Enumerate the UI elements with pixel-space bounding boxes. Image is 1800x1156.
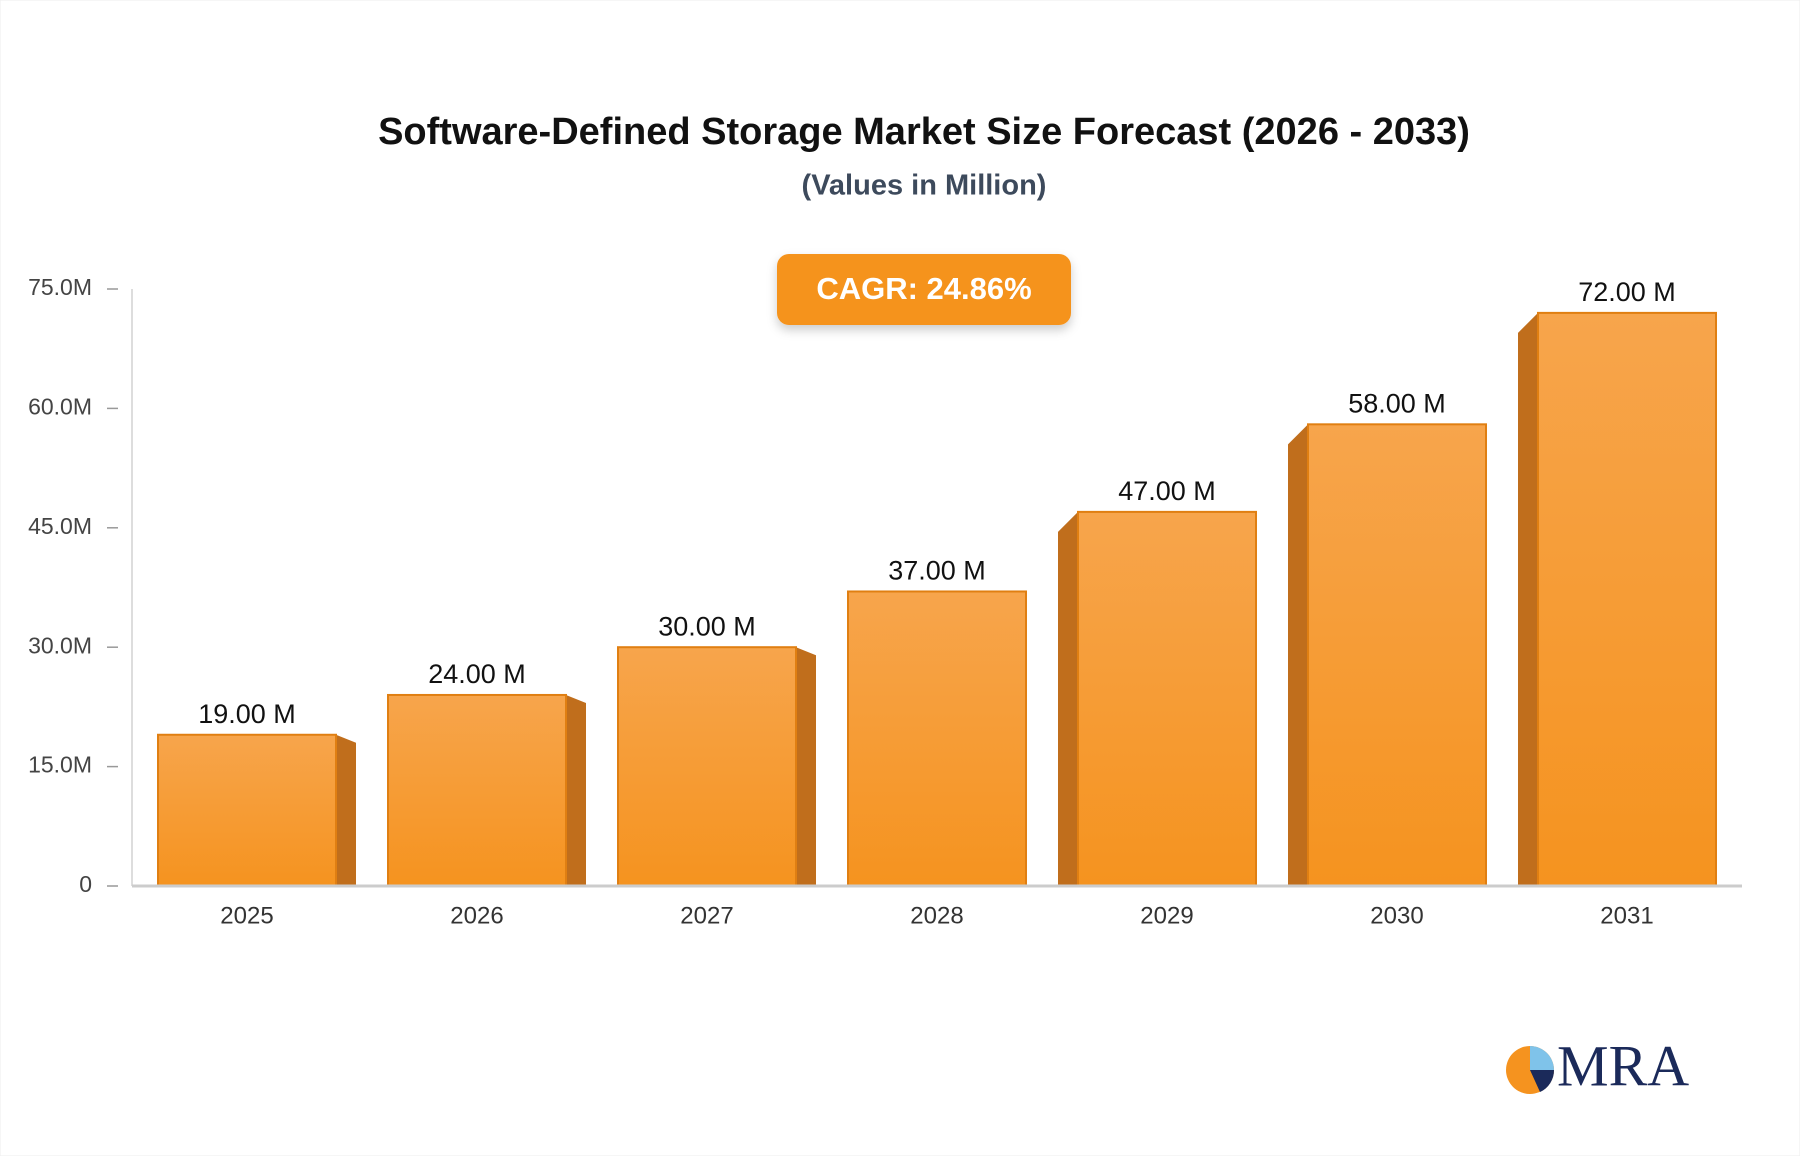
- bar: [847, 590, 1027, 887]
- x-tick-label: 2028: [910, 902, 963, 929]
- y-tick-label: 45.0M: [28, 513, 92, 539]
- value-label: 19.00 M: [198, 699, 296, 729]
- y-tick-label: 75.0M: [28, 274, 92, 300]
- y-tick-label: 0: [79, 871, 92, 897]
- x-tick-label: 2029: [1140, 902, 1193, 929]
- bar: [1307, 423, 1487, 887]
- value-label: 37.00 M: [888, 556, 986, 586]
- chart-title: Software-Defined Storage Market Size For…: [378, 111, 1470, 153]
- y-tick-label: 60.0M: [28, 393, 92, 419]
- bar-side: [1288, 424, 1308, 886]
- value-label: 30.00 M: [658, 611, 756, 641]
- x-tick-label: 2030: [1370, 902, 1423, 929]
- bar-side: [796, 647, 816, 886]
- cagr-badge: [777, 254, 1071, 325]
- bar: [617, 646, 797, 888]
- bar-side: [336, 734, 356, 886]
- logo-slice: [1530, 1070, 1555, 1092]
- bar-side: [566, 694, 586, 886]
- bar: [1077, 510, 1257, 887]
- value-label: 58.00 M: [1348, 388, 1446, 418]
- x-tick-label: 2031: [1600, 902, 1653, 929]
- cagr-label: CAGR: 24.86%: [816, 271, 1031, 306]
- cagr-box: [777, 254, 1071, 325]
- bar-side: [1518, 312, 1538, 886]
- x-tick-label: 2025: [220, 902, 273, 929]
- x-tick-label: 2026: [450, 902, 503, 929]
- logo: MRA: [1506, 1033, 1689, 1098]
- x-tick-label: 2027: [680, 902, 733, 929]
- y-tick-label: 30.0M: [28, 632, 92, 658]
- logo-slice: [1530, 1046, 1554, 1070]
- chart-subtitle: (Values in Million): [802, 170, 1047, 202]
- bar-side: [1058, 511, 1078, 886]
- value-label: 47.00 M: [1118, 476, 1216, 506]
- bar: [157, 733, 337, 888]
- value-label: 24.00 M: [428, 659, 526, 689]
- logo-text: MRA: [1557, 1033, 1689, 1098]
- value-label: 72.00 M: [1578, 277, 1676, 307]
- bar: [387, 693, 567, 888]
- bar: [1537, 311, 1717, 887]
- y-tick-label: 15.0M: [28, 752, 92, 778]
